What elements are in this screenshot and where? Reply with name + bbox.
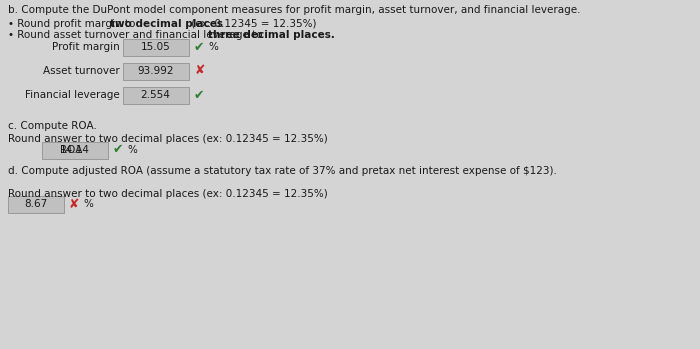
- Text: d. Compute adjusted ROA (assume a statutory tax rate of 37% and pretax net inter: d. Compute adjusted ROA (assume a statut…: [8, 166, 557, 176]
- Text: two decimal places: two decimal places: [110, 19, 223, 29]
- Text: %: %: [208, 42, 218, 52]
- Text: ✔: ✔: [113, 143, 123, 156]
- Text: 93.992: 93.992: [137, 66, 174, 76]
- Text: • Round asset turnover and financial leverage to: • Round asset turnover and financial lev…: [8, 30, 266, 40]
- Text: Round answer to two decimal places (ex: 0.12345 = 12.35%): Round answer to two decimal places (ex: …: [8, 134, 328, 144]
- Text: • Round profit margin to: • Round profit margin to: [8, 19, 139, 29]
- Text: three decimal places.: three decimal places.: [208, 30, 335, 40]
- FancyBboxPatch shape: [8, 195, 64, 213]
- Text: ROA: ROA: [60, 145, 83, 155]
- Text: c. Compute ROA.: c. Compute ROA.: [8, 121, 97, 131]
- FancyBboxPatch shape: [122, 38, 188, 55]
- Text: %: %: [127, 145, 137, 155]
- Text: Asset turnover: Asset turnover: [43, 66, 120, 76]
- Text: 8.67: 8.67: [24, 199, 47, 209]
- FancyBboxPatch shape: [122, 62, 188, 80]
- Text: 2.554: 2.554: [141, 90, 170, 100]
- Text: ✔: ✔: [194, 89, 204, 102]
- Text: 15.05: 15.05: [141, 42, 170, 52]
- Text: ✘: ✘: [69, 198, 80, 210]
- Text: Financial leverage: Financial leverage: [25, 90, 120, 100]
- Text: (ex: 0.12345 = 12.35%): (ex: 0.12345 = 12.35%): [188, 19, 317, 29]
- Text: Round answer to two decimal places (ex: 0.12345 = 12.35%): Round answer to two decimal places (ex: …: [8, 189, 328, 199]
- Text: 14.14: 14.14: [60, 145, 90, 155]
- FancyBboxPatch shape: [41, 141, 108, 158]
- FancyBboxPatch shape: [122, 87, 188, 104]
- Text: Profit margin: Profit margin: [52, 42, 120, 52]
- Text: ✔: ✔: [194, 40, 204, 53]
- Text: b. Compute the DuPont model component measures for profit margin, asset turnover: b. Compute the DuPont model component me…: [8, 5, 580, 15]
- Text: ✘: ✘: [194, 65, 204, 77]
- Text: %: %: [83, 199, 93, 209]
